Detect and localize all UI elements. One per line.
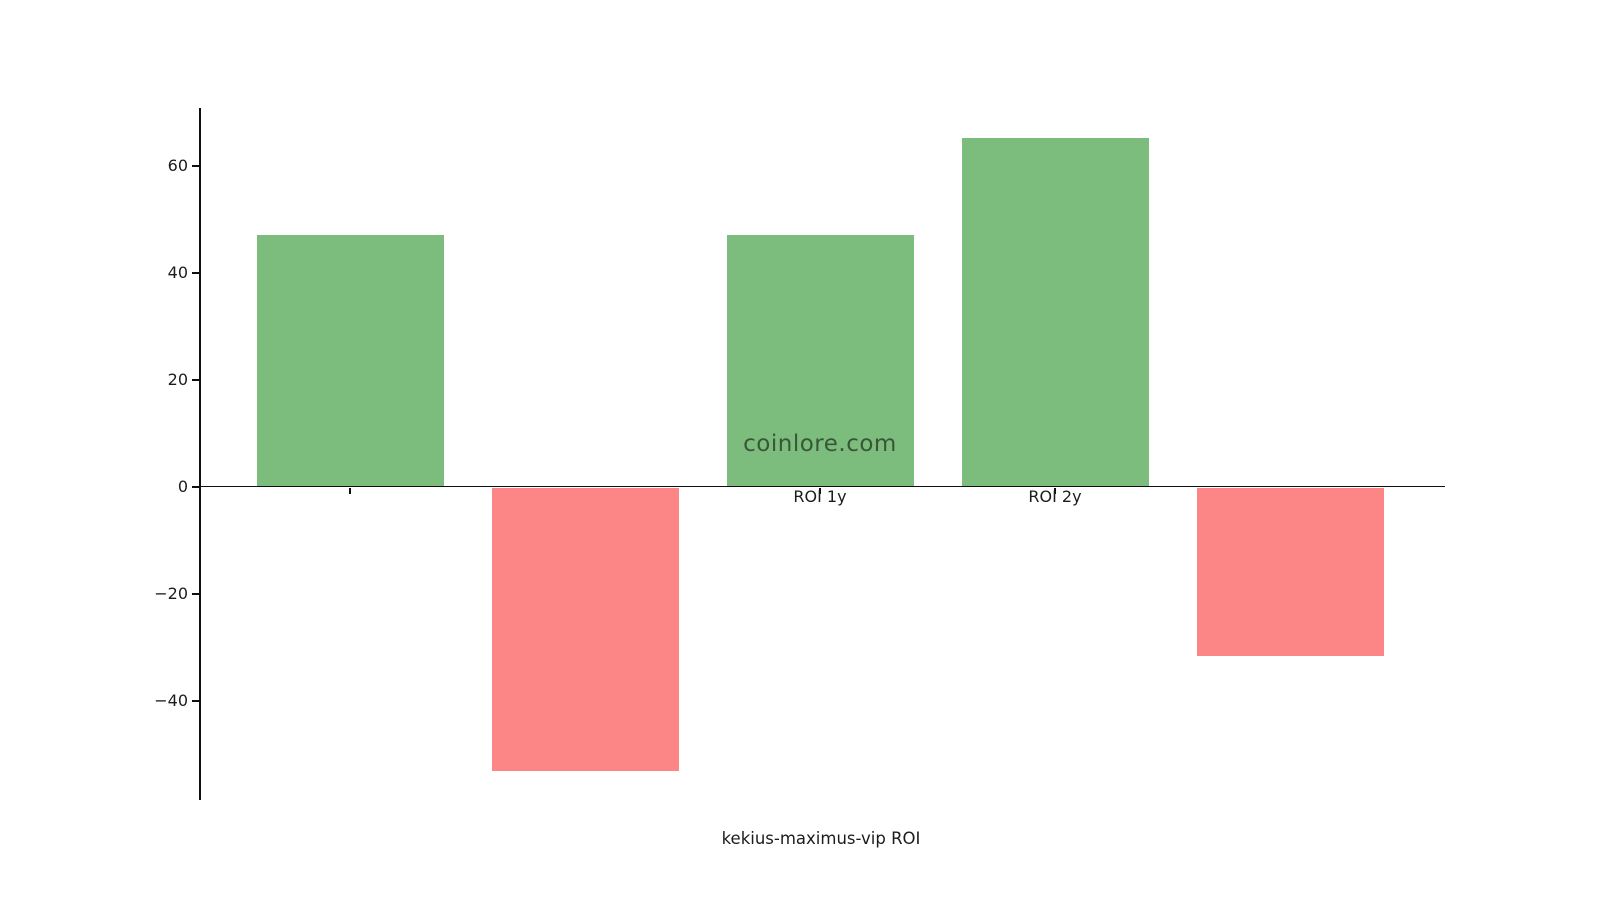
y-tick-label: −20: [154, 583, 188, 603]
x-tick-label: ROI 2y: [1028, 487, 1082, 506]
watermark-text: coinlore.com: [743, 431, 897, 457]
y-tick: [192, 378, 199, 381]
y-tick-label: 0: [177, 476, 188, 496]
bar: [726, 235, 914, 486]
bar: [1196, 487, 1384, 657]
y-tick-label: −40: [154, 690, 188, 710]
bar: [491, 487, 679, 771]
bar: [961, 137, 1149, 486]
x-axis-line: [199, 485, 1445, 488]
x-tick-label: ROI 1y: [793, 487, 847, 506]
y-tick-label: 40: [167, 262, 188, 282]
bar: [256, 235, 444, 486]
x-tick: [819, 487, 821, 494]
y-tick: [192, 164, 199, 167]
x-tick: [349, 487, 351, 494]
chart-title: kekius-maximus-vip ROI: [721, 829, 921, 848]
x-tick: [1054, 487, 1056, 494]
y-tick: [192, 699, 199, 702]
y-tick-label: 60: [167, 155, 188, 175]
y-tick: [192, 592, 199, 595]
y-tick: [192, 485, 199, 488]
y-tick-label: 20: [167, 369, 188, 389]
y-axis-line: [199, 108, 201, 800]
y-tick: [192, 271, 199, 274]
